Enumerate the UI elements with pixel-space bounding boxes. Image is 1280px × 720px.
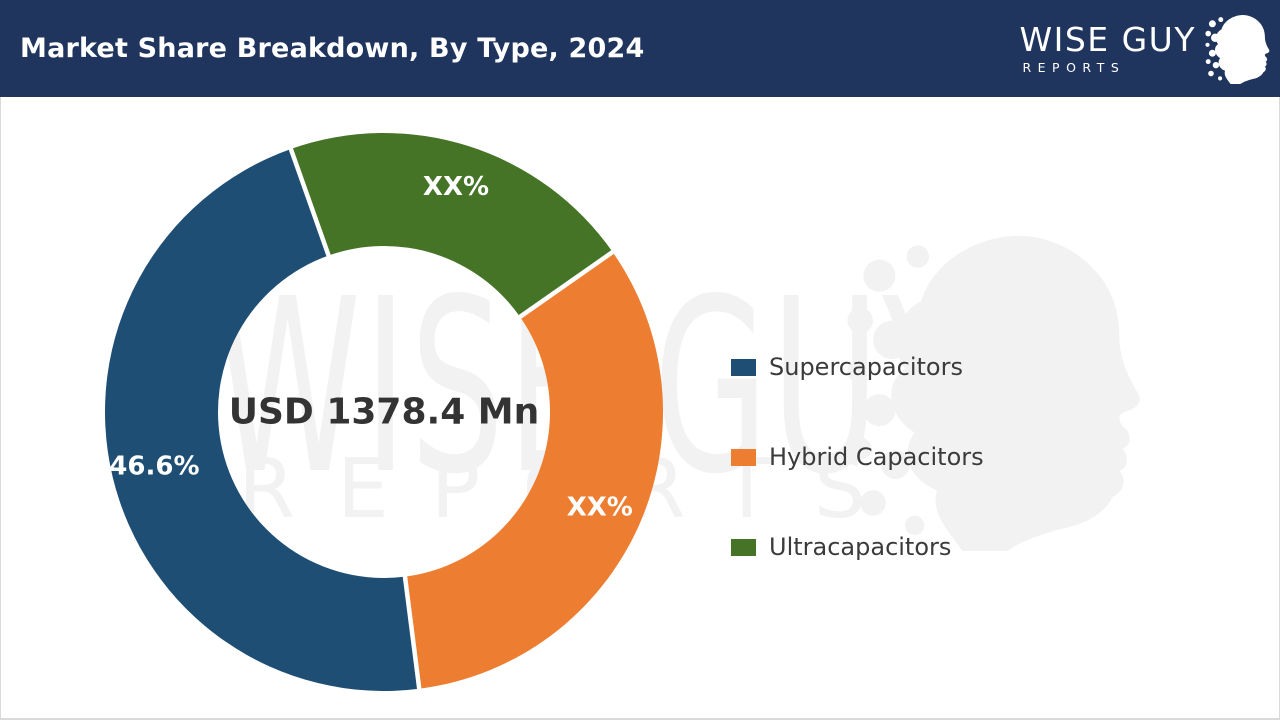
- logo-title: WISE GUY: [1019, 19, 1196, 59]
- segment-separator: [515, 249, 616, 321]
- segment-separator: [288, 146, 333, 261]
- legend-swatch-ultracapacitors: [731, 538, 756, 556]
- donut-chart: WISE GUY REPORTS XX%XX%46.6% USD 1378.4 …: [104, 133, 1140, 692]
- legend-item-hybrid-capacitors: Hybrid Capacitors: [731, 440, 984, 474]
- legend: Supercapacitors Hybrid Capacitors Ultracap…: [731, 350, 984, 620]
- logo-face-icon: [1204, 9, 1274, 89]
- segment-label-ultracapacitors: XX%: [423, 172, 489, 202]
- page-title: Market Share Breakdown, By Type, 2024: [20, 33, 645, 64]
- chart-segment-supercapacitors: [104, 149, 420, 692]
- legend-item-ultracapacitors: Ultracapacitors: [731, 530, 984, 564]
- segment-labels: XX% XX% 46.6%: [109, 172, 633, 522]
- legend-swatch-hybrid-capacitors: [731, 448, 756, 466]
- header: Market Share Breakdown, By Type, 2024 WI…: [0, 0, 1280, 97]
- logo: WISE GUY REPORTS: [1019, 9, 1274, 89]
- segment-separators: [288, 146, 616, 692]
- segment-separator: [402, 572, 422, 692]
- legend-swatch-supercapacitors: [731, 358, 756, 376]
- chart-segment-ultracapacitors: [290, 133, 613, 317]
- legend-label-hybrid-capacitors: Hybrid Capacitors: [769, 443, 984, 471]
- logo-wordmark: WISE GUY REPORTS: [1019, 23, 1196, 75]
- segment-label-supercapacitors: 46.6%: [109, 452, 199, 482]
- donut-segments: [104, 133, 663, 692]
- chart-segment-hybrid-capacitors: [404, 252, 663, 689]
- legend-label-ultracapacitors: Ultracapacitors: [769, 533, 952, 561]
- segment-label-hybrid-capacitors: XX%: [567, 493, 633, 523]
- legend-item-supercapacitors: Supercapacitors: [731, 350, 984, 384]
- chart-area: WISE GUY REPORTS XX%XX%46.6% USD 1378.4 …: [0, 97, 1280, 720]
- legend-label-supercapacitors: Supercapacitors: [769, 353, 963, 381]
- center-label: USD 1378.4 Mn: [229, 392, 539, 433]
- logo-subtitle: REPORTS: [1022, 59, 1126, 75]
